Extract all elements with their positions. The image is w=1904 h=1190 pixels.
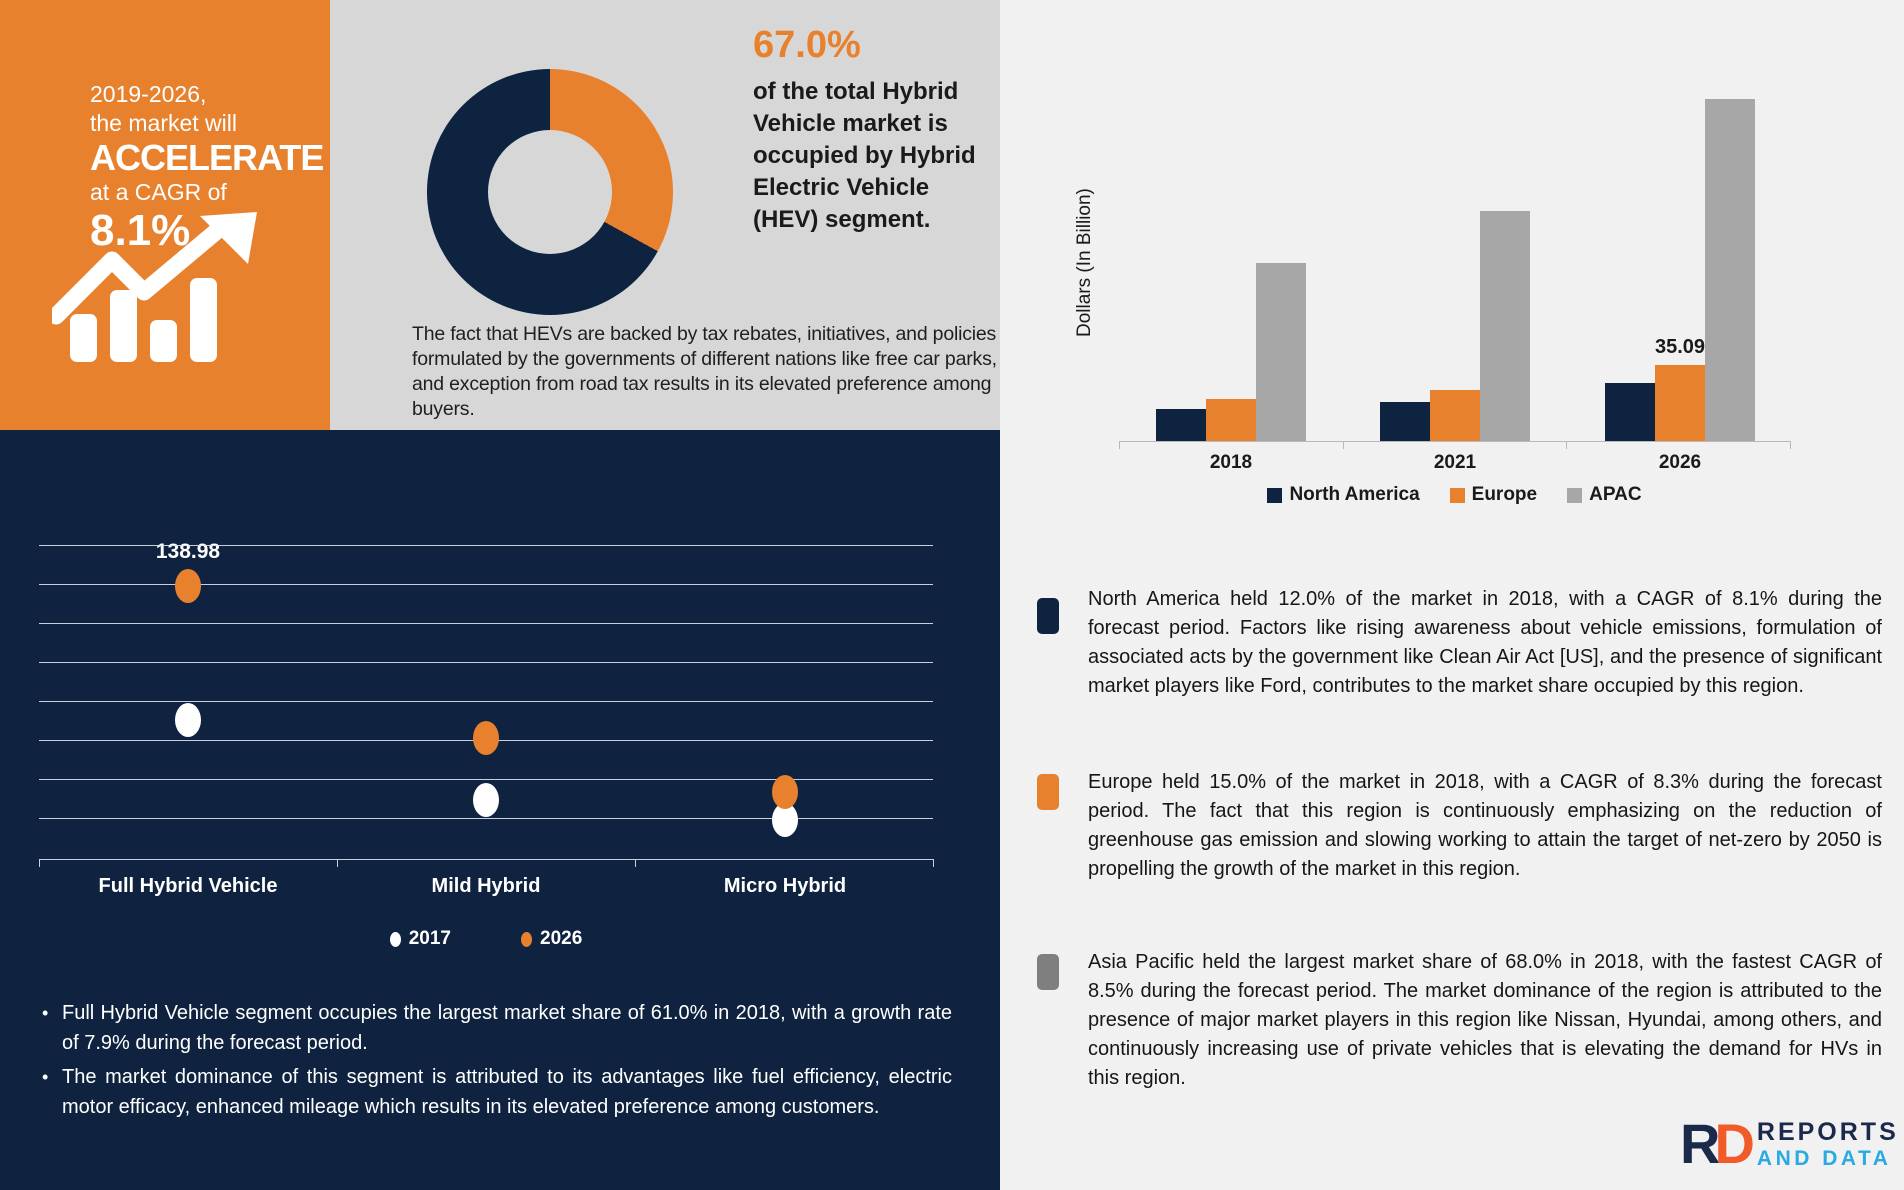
dot-plot-gridline xyxy=(39,701,933,702)
legend-label-2017: 2017 xyxy=(408,928,451,949)
legend-square-europe-icon xyxy=(1449,487,1465,503)
dot-plot-gridline xyxy=(39,662,933,663)
bar-europe-2021 xyxy=(1430,390,1480,441)
hev-donut-chart xyxy=(427,69,673,315)
year-2026: 2026 xyxy=(1658,452,1702,473)
dot-2026-micro-hybrid xyxy=(772,775,798,810)
logo-reports: REPORTS xyxy=(1756,1117,1899,1146)
hero-cagr: 8.1% xyxy=(90,206,191,255)
segment-panel: 138.98 Full Hybrid Vehicle Mild Hybrid M… xyxy=(0,430,1000,1190)
logo-and-data: AND DATA xyxy=(1756,1146,1892,1170)
legend-item-2017: 2017 xyxy=(389,928,451,950)
apac-text: Asia Pacific held the largest market sha… xyxy=(1088,951,1882,1089)
category-mild-hybrid: Mild Hybrid xyxy=(431,875,541,897)
logo-mark: RD xyxy=(1680,1116,1755,1172)
bar-europe-2018 xyxy=(1206,398,1256,441)
hero-headline: 2019-2026, the market will ACCELERATE at… xyxy=(90,80,340,255)
legend-dot-2017-icon xyxy=(389,931,401,947)
regional-column: Dollars (In Billion) 35.09 2018 2021 202… xyxy=(1000,0,1904,1190)
dot-plot-gridline xyxy=(39,779,933,780)
hero-line4: at a CAGR of xyxy=(90,179,227,205)
bar-chart-legend: North America Europe APAC xyxy=(1119,484,1790,506)
bar-chart-y-axis-label: Dollars (In Billion) xyxy=(1074,188,1095,338)
legend-dot-2026-icon xyxy=(521,931,532,947)
dot-plot-legend: 2017 2026 xyxy=(39,928,933,950)
segment-bullet-2: The market dominance of this segment is … xyxy=(40,1062,952,1122)
hev-stat: 67.0% xyxy=(753,24,861,66)
logo-letter-r: R xyxy=(1680,1112,1721,1175)
dot-plot-gridline xyxy=(39,818,933,819)
bar-north-america-2018 xyxy=(1156,408,1206,441)
dot-plot-gridline xyxy=(39,584,933,585)
logo-text: REPORTS AND DATA xyxy=(1756,1117,1899,1170)
bar-value-label: 35.09 xyxy=(1654,336,1706,358)
bar-europe-2026 xyxy=(1655,365,1705,441)
apac-marker-icon xyxy=(1037,954,1059,990)
legend-item-apac: APAC xyxy=(1567,484,1642,506)
dot-plot-axis-tick xyxy=(337,859,338,867)
donut-hole xyxy=(488,130,612,254)
north-america-text: North America held 12.0% of the market i… xyxy=(1088,588,1882,697)
growth-arrow-icon xyxy=(52,212,257,362)
bar-north-america-2021 xyxy=(1380,402,1430,441)
hero-line2: the market will xyxy=(90,110,237,136)
bar-chart-axis-tick xyxy=(1342,441,1344,449)
legend-item-europe: Europe xyxy=(1449,484,1538,506)
category-micro-hybrid: Micro Hybrid xyxy=(723,875,847,897)
hev-panel: 67.0% of the total Hybrid Vehicle market… xyxy=(330,0,1000,430)
hero-panel: 2019-2026, the market will ACCELERATE at… xyxy=(0,0,330,430)
dot-plot-x-axis xyxy=(39,859,933,860)
segment-bullet-1: Full Hybrid Vehicle segment occupies the… xyxy=(40,998,952,1058)
dot-2026-mild-hybrid xyxy=(473,721,499,756)
hero-accelerate: ACCELERATE xyxy=(90,137,324,178)
legend-square-apac-icon xyxy=(1567,487,1583,503)
bar-chart-axis-tick xyxy=(1790,441,1791,449)
bar-apac-2018 xyxy=(1256,263,1306,441)
legend-square-north-america-icon xyxy=(1267,487,1283,503)
europe-marker-icon xyxy=(1037,774,1059,810)
bar-apac-2021 xyxy=(1480,211,1530,441)
segment-bullets: Full Hybrid Vehicle segment occupies the… xyxy=(40,998,952,1126)
dot-plot-gridline xyxy=(39,545,933,546)
dot-plot-gridline xyxy=(39,623,933,624)
dot-plot-value-label: 138.98 xyxy=(155,540,221,563)
dot-2017-mild-hybrid xyxy=(473,783,499,818)
dot-plot-axis-tick xyxy=(933,859,934,867)
hev-body-text: The fact that HEVs are backed by tax reb… xyxy=(412,323,997,420)
bar-apac-2026 xyxy=(1705,98,1755,441)
legend-item-2026: 2026 xyxy=(521,928,582,950)
legend-item-north-america: North America xyxy=(1267,484,1420,506)
hev-stat-caption: of the total Hybrid Vehicle market is oc… xyxy=(753,78,976,233)
year-2018: 2018 xyxy=(1209,452,1253,473)
bar-north-america-2026 xyxy=(1605,382,1655,441)
legend-label-2026: 2026 xyxy=(540,928,583,949)
bar-chart-axis-tick xyxy=(1566,441,1568,449)
logo-letter-d: D xyxy=(1714,1112,1755,1175)
reports-and-data-logo: RD REPORTS AND DATA xyxy=(1680,1116,1899,1172)
dot-plot-axis-tick xyxy=(39,859,40,867)
bar-chart-x-axis xyxy=(1119,441,1790,442)
dot-2017-full-hybrid-vehicle xyxy=(175,702,201,737)
north-america-marker-icon xyxy=(1037,598,1059,634)
year-2021: 2021 xyxy=(1433,452,1477,473)
dot-plot-axis-tick xyxy=(635,859,636,867)
legend-label-europe: Europe xyxy=(1471,484,1538,505)
bar-chart-axis-tick xyxy=(1119,441,1120,449)
hero-period: 2019-2026, xyxy=(90,81,207,107)
dot-2026-full-hybrid-vehicle xyxy=(175,569,201,603)
legend-label-north-america: North America xyxy=(1289,484,1420,505)
europe-text: Europe held 15.0% of the market in 2018,… xyxy=(1088,771,1882,880)
legend-label-apac: APAC xyxy=(1589,484,1642,505)
category-full-hybrid: Full Hybrid Vehicle xyxy=(98,875,278,897)
